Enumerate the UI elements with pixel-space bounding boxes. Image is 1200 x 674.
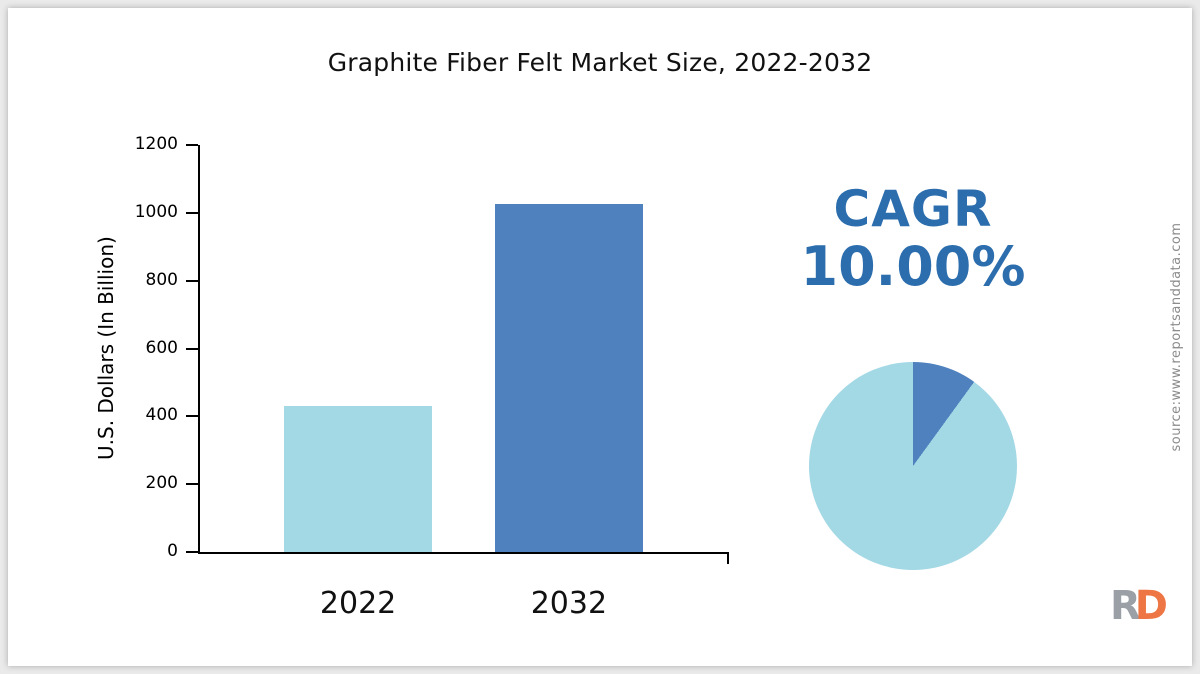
y-tick-label: 1000 <box>134 201 178 222</box>
y-tick-mark <box>186 347 198 350</box>
x-axis-labels: 2022 2032 <box>200 586 727 636</box>
source-attribution: source:www.reportsanddata.com <box>1169 222 1184 452</box>
reportsanddata-logo: RD <box>1109 583 1168 629</box>
y-tick-mark <box>186 415 198 418</box>
cagr-value: 10.00% <box>800 234 1026 298</box>
y-tick-mark <box>186 551 198 553</box>
bar-chart: 0 200 400 600 800 1000 1200 <box>135 134 729 564</box>
y-tick-mark <box>186 483 198 486</box>
x-axis-line <box>198 552 729 554</box>
logo-letter-d: D <box>1134 583 1168 629</box>
x-axis-end-tick <box>727 554 729 564</box>
x-axis-label-2032: 2032 <box>530 586 608 621</box>
cagr-label: CAGR <box>833 180 993 238</box>
cagr-block: CAGR 10.00% <box>768 183 1058 298</box>
y-axis-label: U.S. Dollars (In Billion) <box>94 236 118 461</box>
y-tick-mark <box>186 211 198 214</box>
x-axis-label-2022: 2022 <box>319 586 397 621</box>
chart-title: Graphite Fiber Felt Market Size, 2022-20… <box>327 48 873 77</box>
y-tick-label: 400 <box>145 405 178 426</box>
cagr-pie-chart <box>809 362 1017 570</box>
y-tick-mark <box>186 144 198 146</box>
chart-canvas: Graphite Fiber Felt Market Size, 2022-20… <box>8 8 1192 666</box>
logo-letter-r: R <box>1109 583 1141 629</box>
y-tick-label: 200 <box>145 473 178 494</box>
bar-2032 <box>495 204 643 552</box>
y-axis-line <box>198 145 200 552</box>
bars-container <box>200 145 727 552</box>
y-tick-mark <box>186 279 198 282</box>
bar-2022 <box>284 406 432 552</box>
y-tick-label: 0 <box>167 541 178 561</box>
y-tick-label: 600 <box>145 337 178 358</box>
y-tick-label: 800 <box>145 269 178 290</box>
y-tick-label: 1200 <box>134 134 178 154</box>
